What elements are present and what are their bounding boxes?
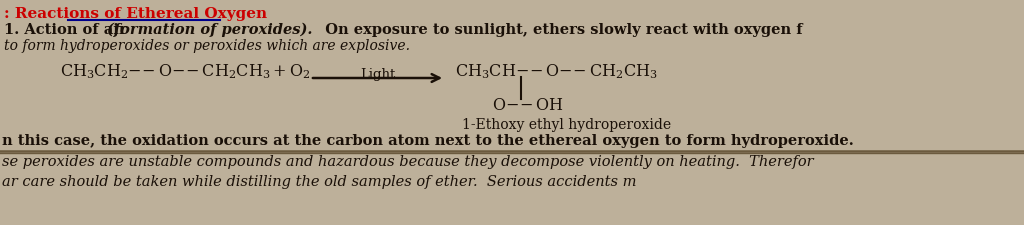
Text: ar care should be taken while distilling the old samples of ether.  Serious acci: ar care should be taken while distilling… [2, 175, 637, 189]
Text: se peroxides are unstable compounds and hazardous because they decompose violent: se peroxides are unstable compounds and … [2, 155, 814, 169]
Text: $\mathregular{CH_3CH_2{-\!-}O{-\!-}CH_2CH_3 + O_2}$: $\mathregular{CH_3CH_2{-\!-}O{-\!-}CH_2C… [60, 62, 310, 81]
Text: On exposure to sunlight, ethers slowly react with oxygen f: On exposure to sunlight, ethers slowly r… [315, 23, 803, 37]
Text: 1-Ethoxy ethyl hydroperoxide: 1-Ethoxy ethyl hydroperoxide [462, 118, 671, 132]
Text: $\mathregular{CH_3CH{-\!-}O{-\!-}CH_2CH_3}$: $\mathregular{CH_3CH{-\!-}O{-\!-}CH_2CH_… [455, 62, 657, 81]
Text: Light: Light [360, 68, 395, 81]
Text: $\mathregular{O{-\!-}OH}$: $\mathregular{O{-\!-}OH}$ [492, 97, 564, 114]
Text: n this case, the oxidation occurs at the carbon atom next to the ethereal oxygen: n this case, the oxidation occurs at the… [2, 134, 854, 148]
Text: (formation of peroxides).: (formation of peroxides). [106, 23, 312, 37]
Text: to form ​hydroperoxides or peroxides which are explosive.: to form ​hydroperoxides or peroxides whi… [4, 39, 410, 53]
Text: 1. Action of air: 1. Action of air [4, 23, 132, 37]
Text: : Reactions of Ethereal Oxygen: : Reactions of Ethereal Oxygen [4, 7, 267, 21]
